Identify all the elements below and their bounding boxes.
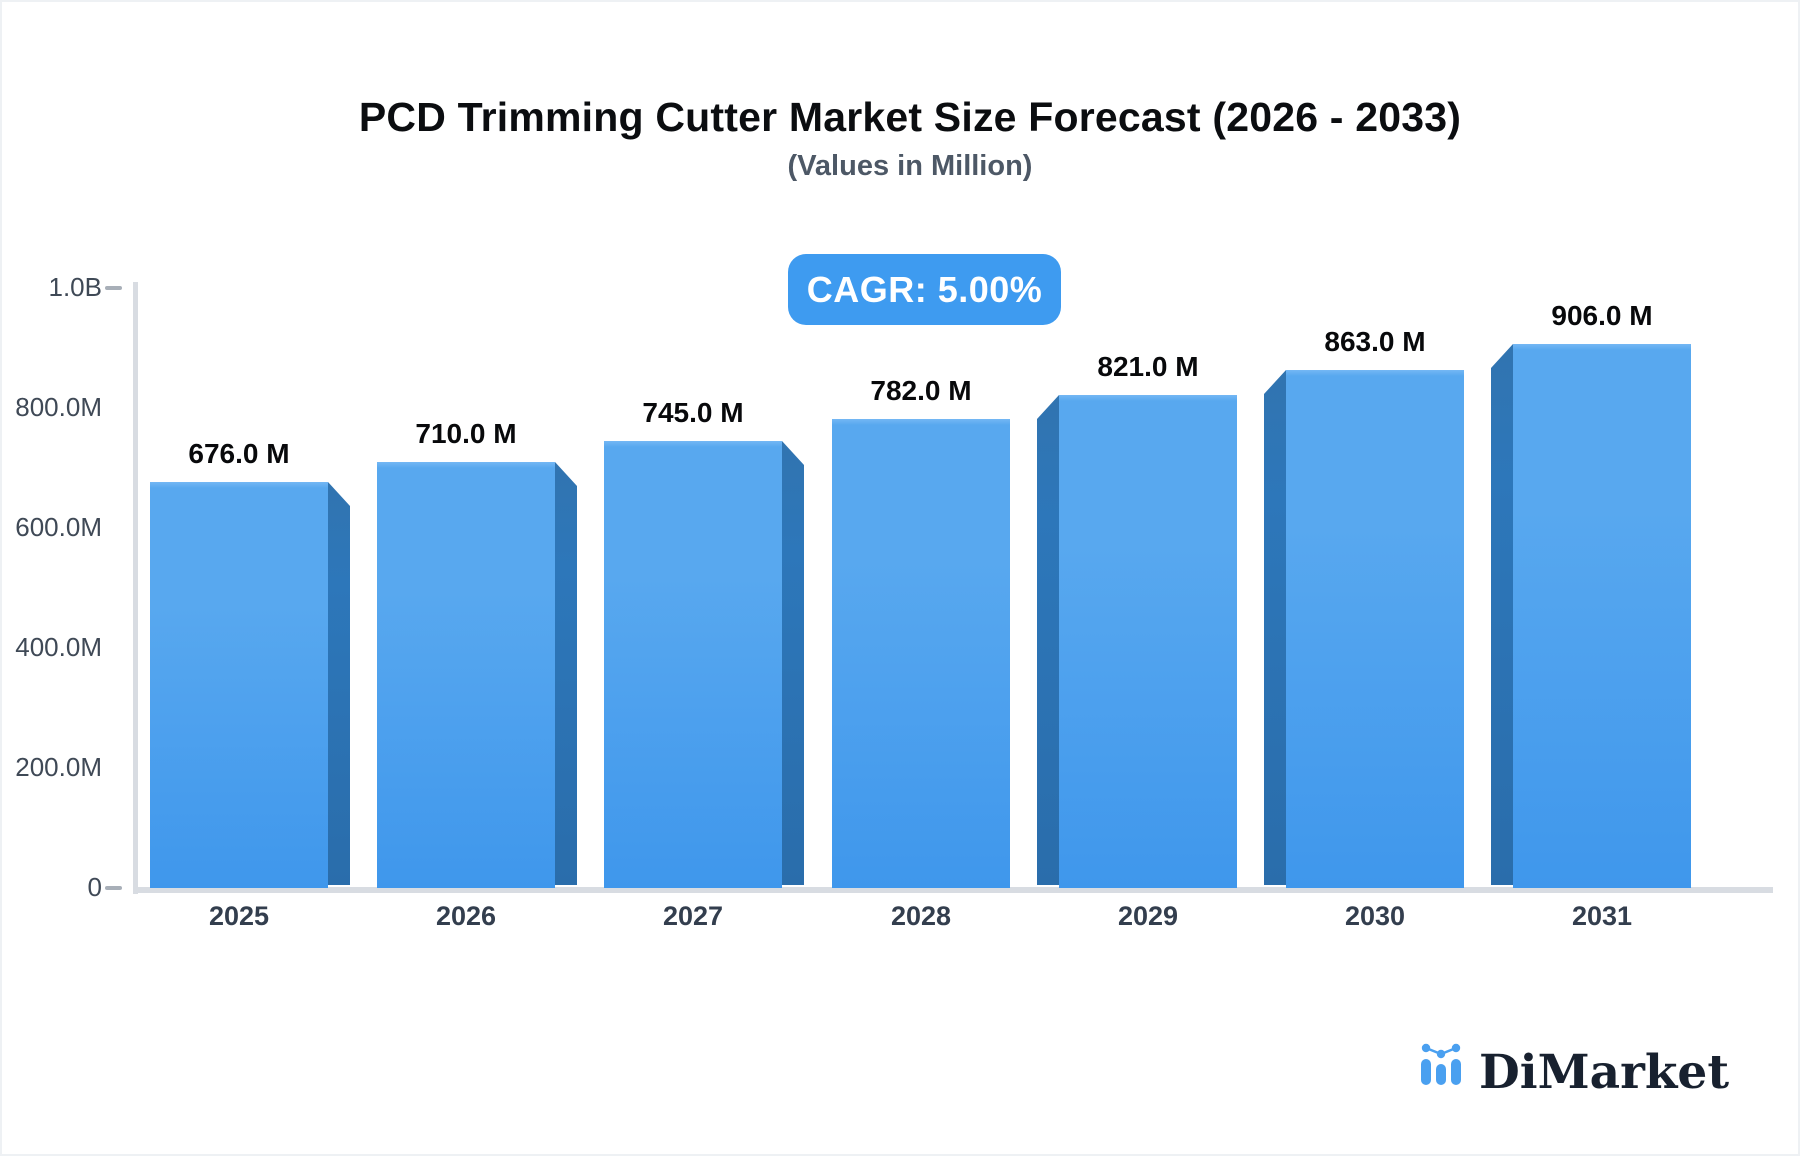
x-tick-label-2027: 2027 — [662, 901, 724, 931]
bar-2030[interactable] — [1286, 370, 1464, 888]
x-tick-label-2029: 2029 — [1117, 901, 1179, 931]
chart-title: PCD Trimming Cutter Market Size Forecast… — [358, 94, 1462, 140]
x-tick-label-2026: 2026 — [435, 901, 497, 931]
x-axis-line — [133, 887, 1773, 893]
y-tick-label-1.0B: 1.0B — [48, 272, 103, 302]
y-tick-label-600.0M: 600.0M — [15, 512, 102, 542]
dimarket-logo: DiMarket — [1421, 1040, 1729, 1096]
bar-side-face-2027 — [782, 441, 804, 885]
bar-side-face-2031 — [1491, 344, 1513, 885]
bar-side-face-2030 — [1264, 370, 1286, 885]
bar-value-label-2027: 745.0 M — [642, 397, 744, 428]
x-tick-label-2028: 2028 — [890, 901, 952, 931]
bar-value-label-2026: 710.0 M — [415, 418, 517, 449]
bar-2028[interactable] — [832, 419, 1010, 888]
bar-2027[interactable] — [604, 441, 782, 888]
bar-2025[interactable] — [150, 482, 328, 888]
y-tick-label-800.0M: 800.0M — [15, 392, 102, 422]
dimarket-logo-text: DiMarket — [1479, 1045, 1730, 1100]
bar-2029[interactable] — [1059, 395, 1237, 888]
cagr-badge-label: CAGR: 5.00% — [806, 268, 1043, 310]
y-tick-label-200.0M: 200.0M — [15, 752, 102, 782]
bar-side-face-2029 — [1037, 395, 1059, 885]
bar-value-label-2030: 863.0 M — [1324, 326, 1426, 357]
bar-2031[interactable] — [1513, 344, 1691, 888]
x-tick-label-2030: 2030 — [1344, 901, 1406, 931]
bar-side-face-2026 — [555, 462, 577, 885]
bar-side-face-2025 — [328, 482, 350, 885]
y-axis-line — [133, 282, 138, 894]
y-tick-mark — [105, 286, 122, 290]
bar-2026[interactable] — [377, 462, 555, 888]
bar-value-label-2028: 782.0 M — [870, 375, 972, 406]
x-tick-label-2025: 2025 — [208, 901, 270, 931]
bar-value-label-2029: 821.0 M — [1097, 351, 1199, 382]
y-tick-mark — [105, 886, 122, 890]
cagr-badge: CAGR: 5.00% — [788, 254, 1061, 325]
bar-value-label-2025: 676.0 M — [188, 438, 290, 469]
chart-subtitle: (Values in Million) — [787, 150, 1033, 182]
y-tick-label-400.0M: 400.0M — [15, 632, 102, 662]
x-tick-label-2031: 2031 — [1571, 901, 1633, 931]
y-tick-label-0: 0 — [87, 872, 102, 902]
mini-bar-chart-logo-icon — [1421, 1043, 1461, 1085]
bar-value-label-2031: 906.0 M — [1551, 300, 1653, 331]
